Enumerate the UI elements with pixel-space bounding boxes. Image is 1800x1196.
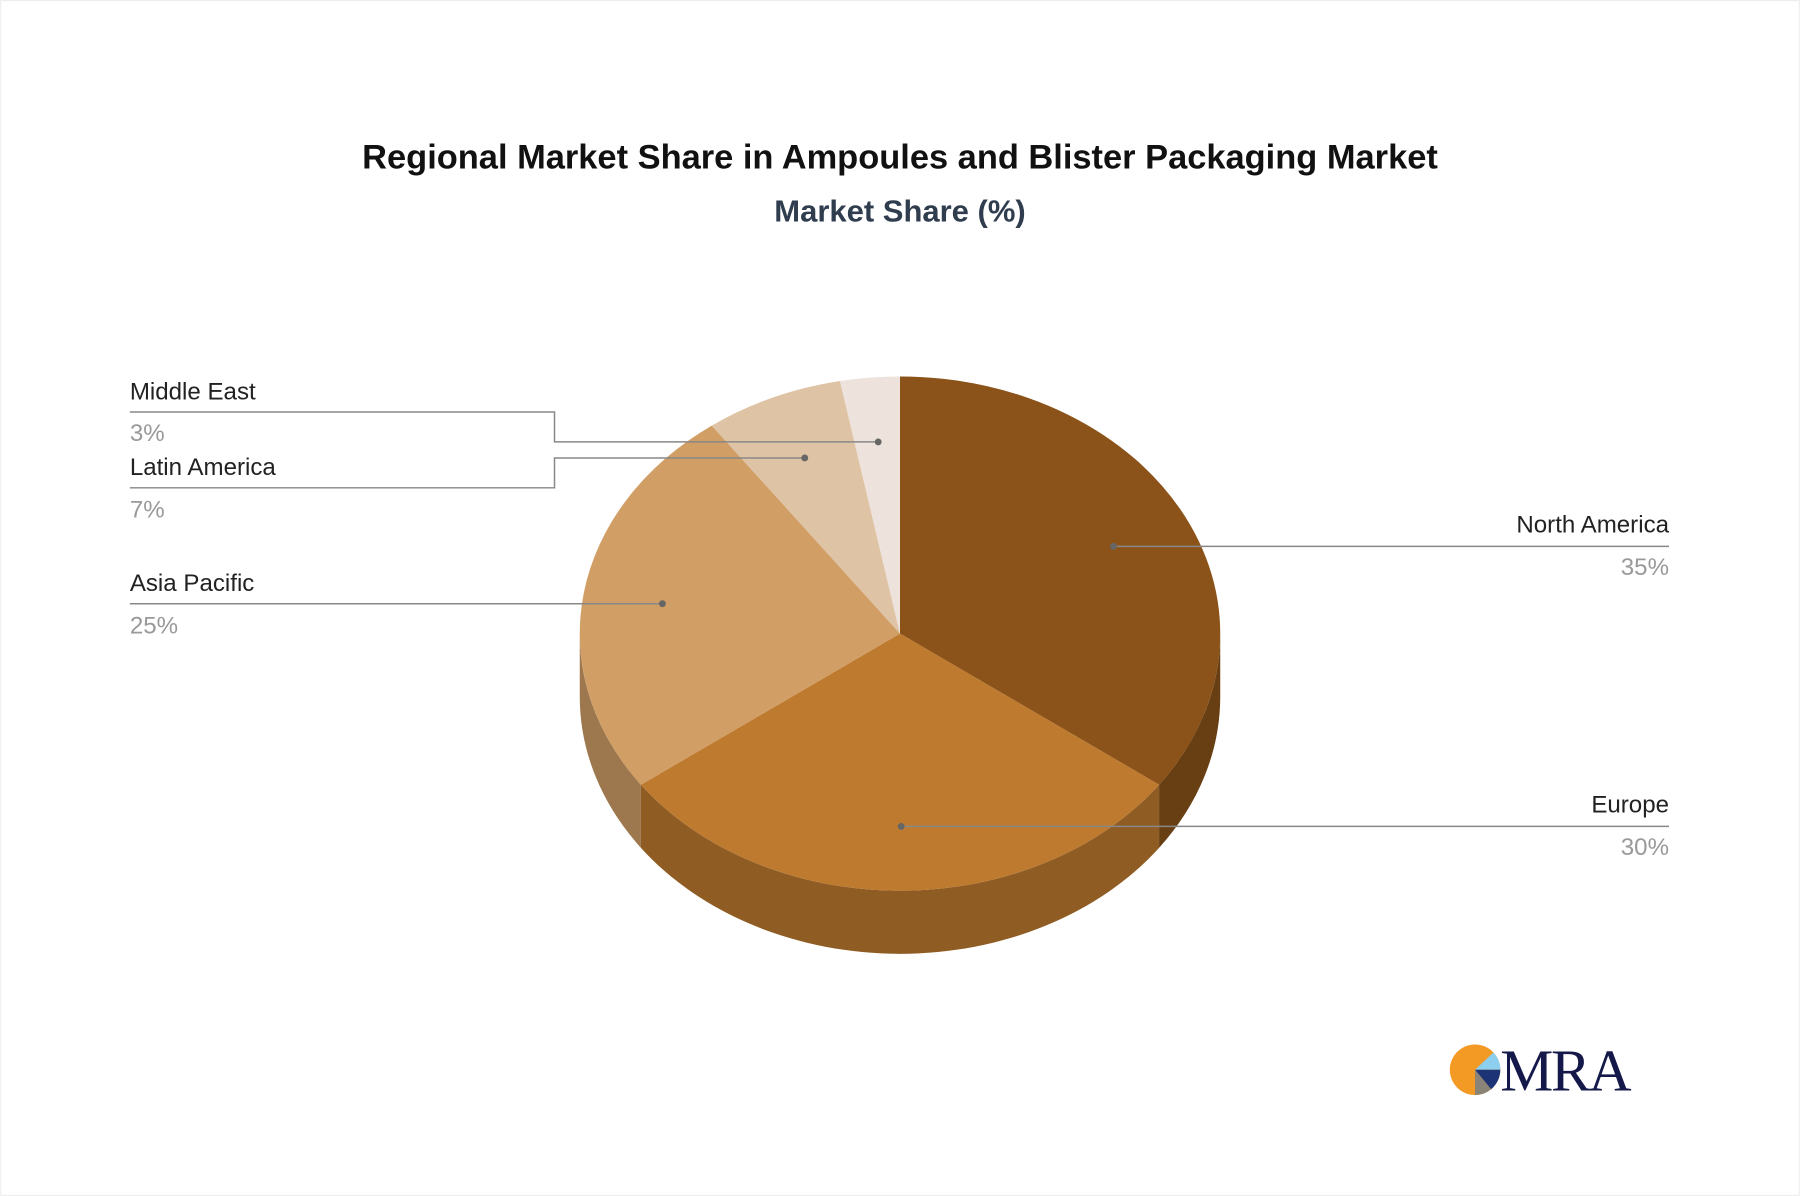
slice-middle-east[interactable] <box>839 376 900 634</box>
slice-asia-pacific[interactable] <box>579 425 900 785</box>
value-label-north-america: 35% <box>1621 554 1669 581</box>
value-label-asia-pacific: 25% <box>130 613 178 640</box>
logo-text: MRA <box>1500 1037 1631 1103</box>
slice-north-america[interactable] <box>900 376 1221 785</box>
chart-title: Regional Market Share in Ampoules and Bl… <box>362 139 1438 177</box>
label-latin-america: Latin America <box>130 454 277 481</box>
label-north-america: North America <box>1516 512 1669 539</box>
leader-dot-europe <box>897 822 905 830</box>
label-europe: Europe <box>1591 792 1669 819</box>
leader-dot-asia-pacific <box>658 600 666 608</box>
leader-line-middle-east <box>129 411 879 443</box>
slice-side-north-america <box>1159 633 1221 848</box>
value-label-middle-east: 3% <box>130 420 165 447</box>
label-asia-pacific: Asia Pacific <box>130 570 255 597</box>
leader-dot-latin-america <box>801 454 809 462</box>
label-middle-east: Middle East <box>130 378 256 405</box>
leader-line-latin-america <box>129 457 805 489</box>
value-label-europe: 30% <box>1621 834 1669 861</box>
slice-side-europe <box>640 784 1160 954</box>
slice-latin-america[interactable] <box>711 381 900 634</box>
slice-side-asia-pacific <box>579 633 641 848</box>
value-label-latin-america: 7% <box>130 497 165 524</box>
chart-subtitle: Market Share (%) <box>774 194 1025 229</box>
mra-logo: MRA <box>1449 1037 1634 1103</box>
leader-dot-middle-east <box>874 438 882 446</box>
leader-dot-north-america <box>1110 542 1117 550</box>
